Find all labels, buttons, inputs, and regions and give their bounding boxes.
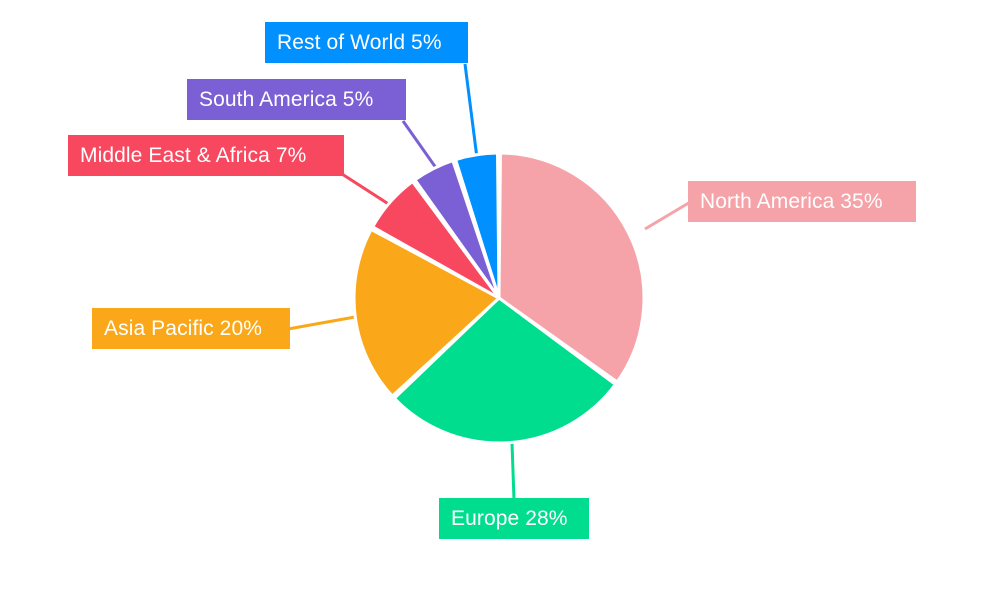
- callout-connector-europe: [510, 442, 516, 501]
- pie-slice-rest-of-world[interactable]: [454, 151, 501, 300]
- pie-label-middle-east-africa[interactable]: Middle East & Africa 7%: [68, 135, 344, 176]
- pie-slice-asia-pacific[interactable]: [352, 227, 501, 398]
- pie-slice-south-america[interactable]: [413, 159, 501, 300]
- callout-connector-north-america: [644, 199, 693, 231]
- pie-label-europe[interactable]: Europe 28%: [439, 498, 589, 539]
- pie-label-south-america[interactable]: South America 5%: [187, 79, 406, 120]
- pie-label-asia-pacific[interactable]: Asia Pacific 20%: [92, 308, 290, 349]
- pie-label-text-rest-of-world: Rest of World 5%: [277, 30, 442, 54]
- pie-slice-europe[interactable]: [392, 296, 617, 445]
- pie-label-text-asia-pacific: Asia Pacific 20%: [104, 316, 263, 340]
- callout-connector-group: [287, 63, 693, 501]
- callout-connector-south-america: [401, 120, 443, 176]
- pie-label-text-europe: Europe 28%: [451, 506, 568, 530]
- callout-connector-rest-of-world: [463, 63, 479, 159]
- pie-slice-north-america[interactable]: [497, 151, 646, 384]
- pie-label-rest-of-world[interactable]: Rest of World 5%: [265, 22, 468, 63]
- pie-slice-group: [352, 151, 646, 445]
- pie-slice-middle-east-africa[interactable]: [371, 180, 501, 300]
- pie-label-text-middle-east-africa: Middle East & Africa 7%: [80, 143, 307, 167]
- pie-label-text-north-america: North America 35%: [700, 189, 883, 213]
- callout-connector-middle-east-africa: [341, 172, 391, 207]
- pie-label-text-south-america: South America 5%: [199, 87, 374, 111]
- callout-connector-asia-pacific: [287, 315, 356, 331]
- pie-label-north-america[interactable]: North America 35%: [688, 181, 916, 222]
